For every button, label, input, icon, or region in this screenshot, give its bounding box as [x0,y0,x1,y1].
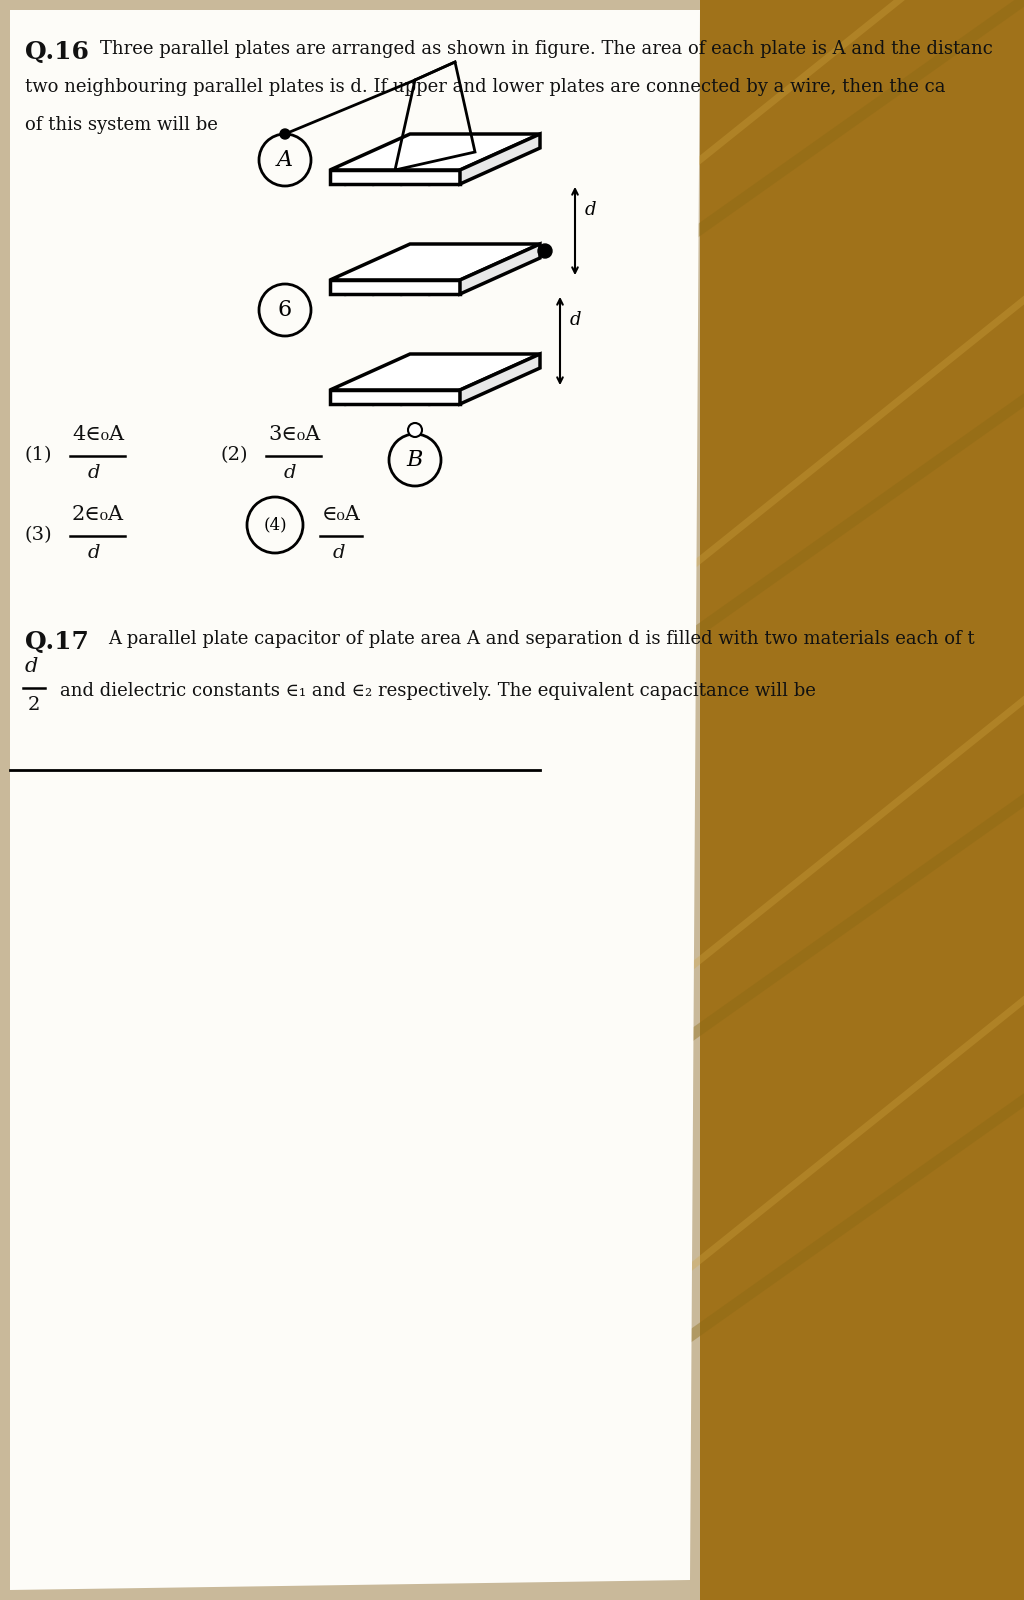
Text: two neighbouring parallel plates is d. If upper and lower plates are connected b: two neighbouring parallel plates is d. I… [25,78,945,96]
Polygon shape [460,354,540,403]
Text: A parallel plate capacitor of plate area A and separation d is filled with two m: A parallel plate capacitor of plate area… [108,630,975,648]
Polygon shape [10,10,700,1590]
Text: A: A [276,149,293,171]
Circle shape [538,243,552,258]
Text: 3∈₀A: 3∈₀A [268,426,321,443]
Text: 2∈₀A: 2∈₀A [72,506,124,525]
Text: d: d [88,464,100,482]
Polygon shape [330,280,460,294]
Text: 4∈₀A: 4∈₀A [72,426,124,443]
Text: (3): (3) [25,526,52,544]
Text: ∈₀A: ∈₀A [322,506,360,525]
Polygon shape [460,134,540,184]
Text: d: d [333,544,345,562]
Polygon shape [330,134,540,170]
Text: (4): (4) [263,517,287,533]
Polygon shape [330,243,540,280]
Bar [700,0,1024,1600]
Circle shape [408,422,422,437]
Text: d: d [25,658,38,675]
Polygon shape [330,170,460,184]
Text: d: d [88,544,100,562]
Bar [0,0,700,1600]
Text: Q.17: Q.17 [25,630,89,654]
Polygon shape [330,390,460,403]
Text: d: d [284,464,297,482]
Text: 2: 2 [28,696,40,714]
Text: Three parallel plates are arranged as shown in figure. The area of each plate is: Three parallel plates are arranged as sh… [100,40,993,58]
Text: 6: 6 [278,299,292,322]
Text: of this system will be: of this system will be [25,117,218,134]
Polygon shape [330,354,540,390]
Text: and dielectric constants ∈₁ and ∈₂ respectively. The equivalent capacitance will: and dielectric constants ∈₁ and ∈₂ respe… [60,682,816,701]
Text: Q.16: Q.16 [25,40,89,64]
Polygon shape [460,243,540,294]
Circle shape [280,130,290,139]
Text: d: d [570,310,582,330]
Text: B: B [407,450,423,470]
Text: d: d [585,202,597,219]
Text: (2): (2) [220,446,248,464]
Text: (1): (1) [25,446,52,464]
